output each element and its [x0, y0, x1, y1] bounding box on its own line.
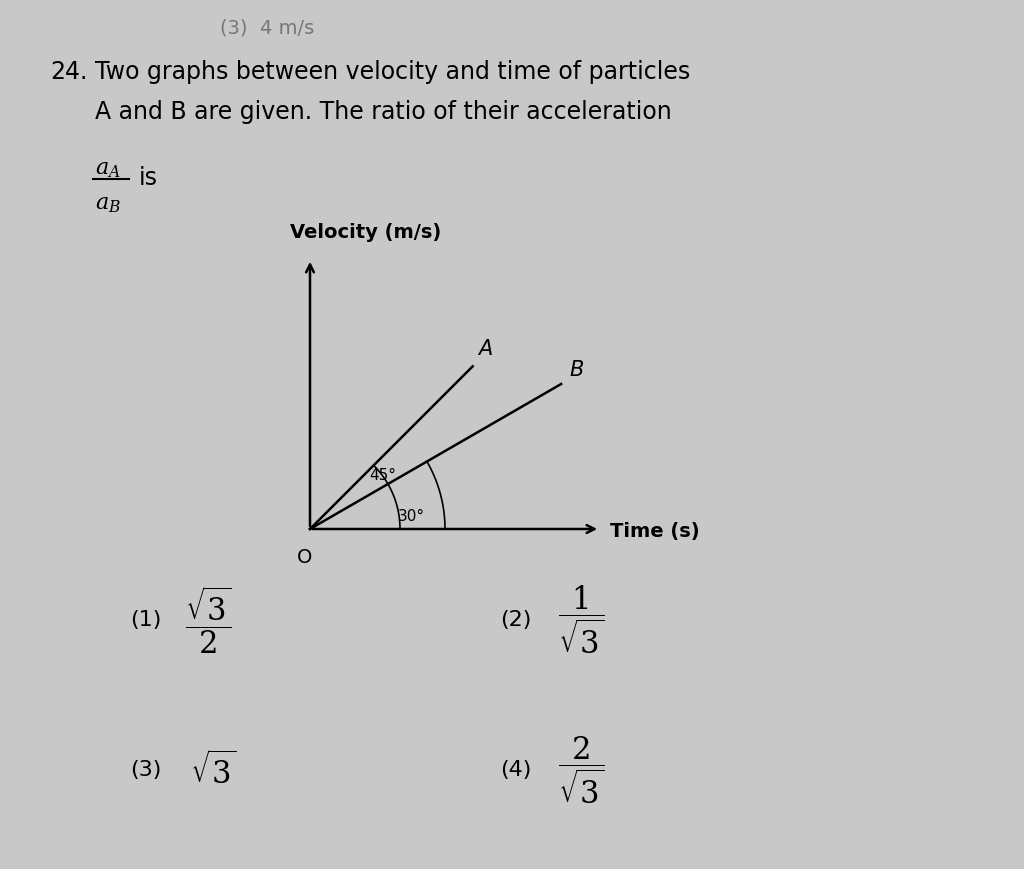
Text: A and B are given. The ratio of their acceleration: A and B are given. The ratio of their ac…	[95, 100, 672, 124]
Text: $a_B$: $a_B$	[95, 195, 121, 215]
Text: 24.: 24.	[50, 60, 87, 84]
Text: $\sqrt{3}$: $\sqrt{3}$	[190, 750, 237, 788]
Text: $\dfrac{2}{\sqrt{3}}$: $\dfrac{2}{\sqrt{3}}$	[558, 733, 605, 805]
Text: Two graphs between velocity and time of particles: Two graphs between velocity and time of …	[95, 60, 690, 84]
Text: Time (s): Time (s)	[610, 522, 699, 541]
Text: (1): (1)	[130, 609, 162, 629]
Text: $\dfrac{\sqrt{3}}{2}$: $\dfrac{\sqrt{3}}{2}$	[185, 584, 231, 655]
Text: O: O	[297, 547, 312, 567]
Text: 45°: 45°	[369, 468, 395, 482]
Text: B: B	[569, 360, 584, 380]
Text: 30°: 30°	[398, 509, 425, 524]
Text: Velocity (m/s): Velocity (m/s)	[290, 222, 441, 242]
Text: $a_A$: $a_A$	[95, 160, 121, 180]
Text: (3): (3)	[130, 760, 162, 779]
Text: (4): (4)	[500, 760, 531, 779]
Text: A: A	[477, 339, 492, 359]
Text: is: is	[139, 166, 158, 189]
Text: $\dfrac{1}{\sqrt{3}}$: $\dfrac{1}{\sqrt{3}}$	[558, 583, 605, 655]
Text: (3)  4 m/s: (3) 4 m/s	[220, 18, 314, 37]
Text: (2): (2)	[500, 609, 531, 629]
